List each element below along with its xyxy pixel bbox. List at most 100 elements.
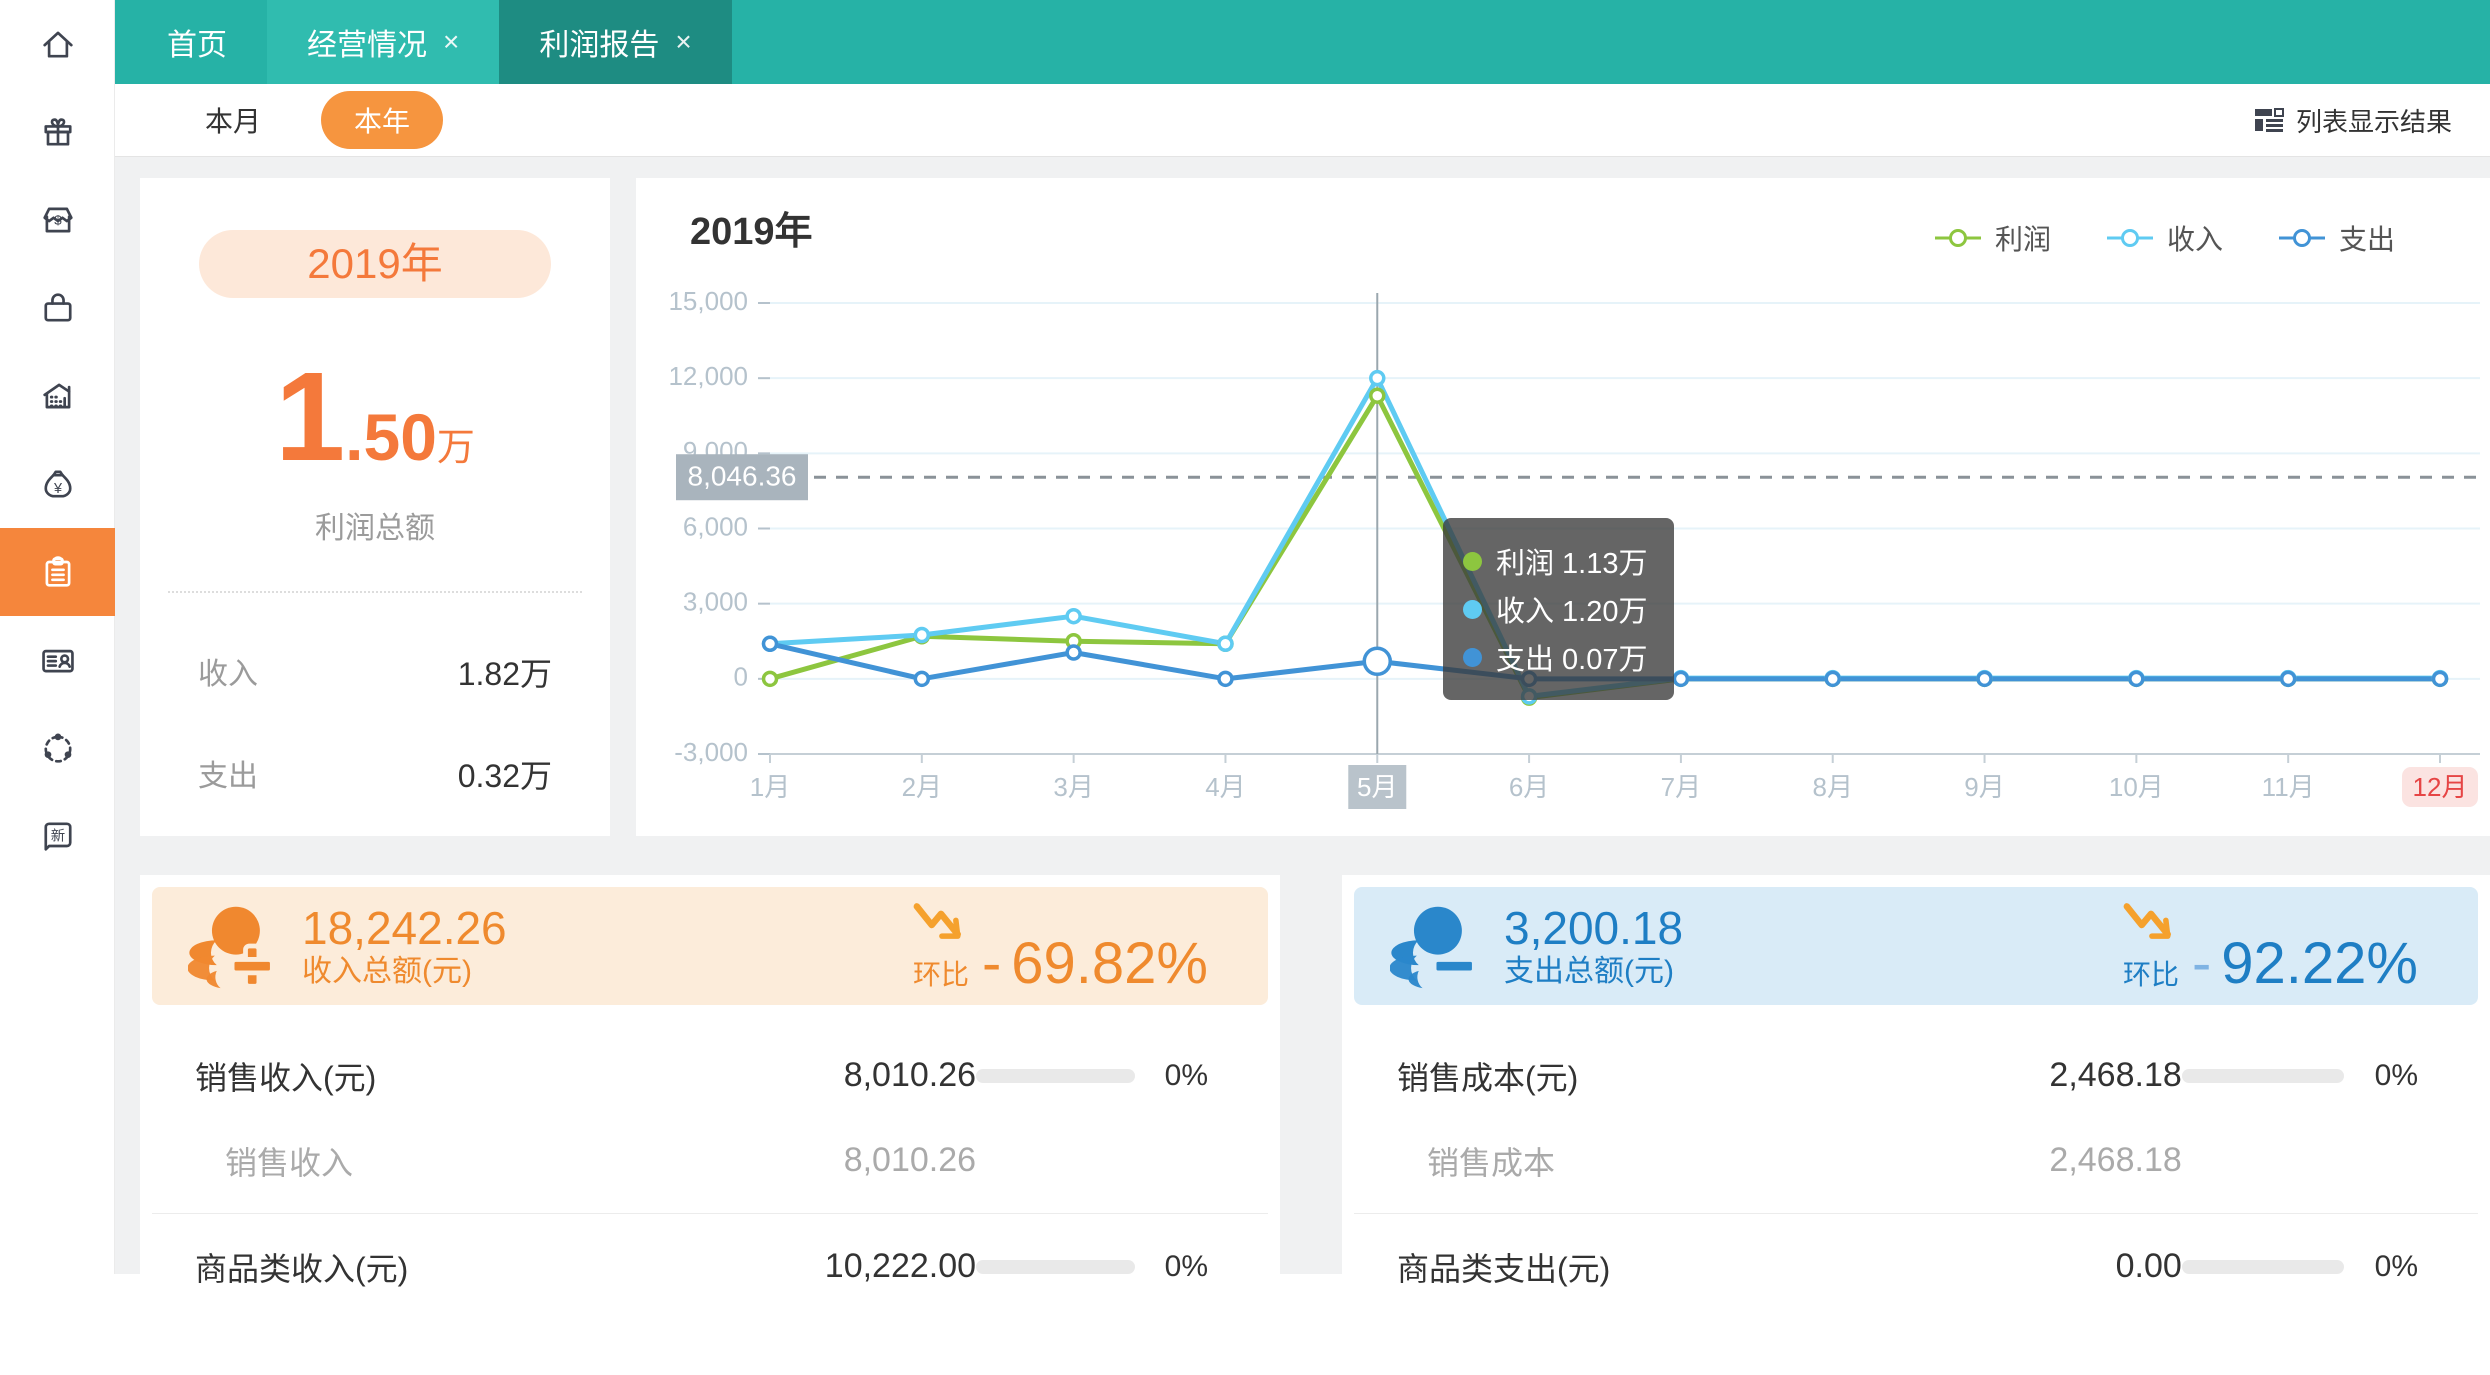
- summary-row-label: 支出: [198, 751, 258, 797]
- detail-row-label: 销售收入(元): [195, 1053, 775, 1099]
- summary-row-value: 0.32万: [458, 751, 552, 797]
- filter-year-button[interactable]: 本年: [321, 91, 443, 149]
- svg-text:11月: 11月: [2262, 772, 2315, 802]
- sidebar-item-bag[interactable]: [0, 264, 115, 352]
- tab-label: 利润报告: [539, 20, 659, 64]
- expense-total-value: 3,200.18: [1504, 902, 1683, 955]
- store-dollar-icon: $: [38, 200, 78, 240]
- list-view-icon: [2254, 106, 2284, 134]
- ratio-label: 环比: [2123, 953, 2179, 993]
- tooltip-row: 收入 1.20万: [1463, 588, 1648, 630]
- expense-total-label: 支出总额(元): [1504, 955, 1683, 990]
- series-dot-icon: [1463, 600, 1482, 619]
- detail-row-value: 2,468.18: [1977, 1141, 2182, 1180]
- sidebar-item-contact-card[interactable]: [0, 616, 115, 704]
- sub-header: 本月 本年 列表显示结果: [115, 84, 2490, 157]
- profit-total-amount: 1.50万: [140, 344, 610, 489]
- tab-close-icon[interactable]: ×: [443, 26, 459, 58]
- divider: [1354, 1213, 2478, 1214]
- divider: [168, 591, 582, 593]
- svg-text:6月: 6月: [1509, 772, 1549, 802]
- sidebar: $ ¥ 新: [0, 0, 115, 1274]
- svg-text:10月: 10月: [2109, 772, 2164, 802]
- tooltip-text: 支出 0.07万: [1496, 636, 1648, 678]
- tooltip-row: 利润 1.13万: [1463, 540, 1648, 582]
- sidebar-item-new-badge[interactable]: 新: [0, 792, 115, 880]
- summary-row-value: 1.82万: [458, 649, 552, 695]
- sidebar-item-gift[interactable]: [0, 88, 115, 176]
- svg-text:6,000: 6,000: [683, 511, 748, 541]
- new-badge-icon: 新: [38, 816, 78, 856]
- detail-row-value: 8,010.26: [775, 1056, 976, 1095]
- svg-text:新: 新: [50, 827, 64, 844]
- tab-经营情况[interactable]: 经营情况×: [267, 0, 499, 84]
- svg-text:8,046.36: 8,046.36: [688, 461, 797, 492]
- summary-row: 支出 0.32万: [140, 751, 610, 797]
- detail-row-value: 2,468.18: [1977, 1056, 2182, 1095]
- sidebar-item-clipboard-report[interactable]: [0, 528, 115, 616]
- detail-row-label: 销售成本(元): [1397, 1053, 1977, 1099]
- svg-text:7月: 7月: [1661, 772, 1701, 802]
- svg-text:0: 0: [734, 662, 748, 692]
- tab-利润报告[interactable]: 利润报告 ×: [499, 0, 731, 84]
- svg-text:9月: 9月: [1964, 772, 2004, 802]
- expense-total-band: 3,200.18 支出总额(元) 环比 - 92.22%: [1354, 887, 2478, 1005]
- home-icon: [38, 24, 78, 64]
- moneybag-icon: ¥: [38, 464, 78, 504]
- progress-bar: [2182, 1069, 2344, 1083]
- summary-rows: 收入 1.82万支出 0.32万: [140, 649, 610, 797]
- detail-row-percent: 0%: [1135, 1059, 1208, 1093]
- coins-minus-icon: [1390, 900, 1482, 992]
- tab-label: 首页: [167, 20, 227, 64]
- svg-text:4月: 4月: [1205, 772, 1245, 802]
- list-view-toggle[interactable]: 列表显示结果: [2254, 102, 2452, 139]
- progress-bar: [976, 1069, 1135, 1083]
- chart-tooltip: 利润 1.13万收入 1.20万支出 0.07万: [1443, 518, 1674, 700]
- year-badge: 2019年: [199, 230, 551, 298]
- tooltip-row: 支出 0.07万: [1463, 636, 1648, 678]
- coins-plus-icon: [188, 900, 280, 992]
- svg-text:8月: 8月: [1812, 772, 1852, 802]
- income-total-band: 18,242.26 收入总额(元) 环比 - 69.82%: [152, 887, 1268, 1005]
- summary-row-label: 收入: [198, 649, 258, 695]
- tab-bar: 首页经营情况× 利润报告 ×: [115, 0, 2490, 84]
- sidebar-item-store-dollar[interactable]: $: [0, 176, 115, 264]
- income-total-label: 收入总额(元): [302, 955, 507, 990]
- detail-row: 销售成本(元)2,468.18 0%: [1342, 1033, 2490, 1118]
- detail-row-percent: 0%: [2344, 1250, 2418, 1284]
- progress-bar: [2182, 1260, 2344, 1274]
- sidebar-item-home[interactable]: [0, 0, 115, 88]
- detail-row-value: 8,010.26: [775, 1141, 976, 1180]
- detail-row-label: 销售成本: [1397, 1138, 1977, 1184]
- tab-close-icon[interactable]: ×: [675, 26, 691, 58]
- sidebar-item-share-network[interactable]: [0, 704, 115, 792]
- clipboard-report-icon: [38, 552, 78, 592]
- svg-text:15,000: 15,000: [668, 286, 748, 316]
- svg-text:-3,000: -3,000: [674, 737, 748, 767]
- svg-text:3月: 3月: [1053, 772, 1093, 802]
- tab-首页[interactable]: 首页: [127, 0, 267, 84]
- detail-row-value: 10,222.00: [775, 1247, 976, 1286]
- profit-unit: 万: [437, 427, 475, 469]
- expense-detail-card: 3,200.18 支出总额(元) 环比 - 92.22% 销售成本(元)2,46…: [1342, 875, 2490, 1375]
- sidebar-item-moneybag[interactable]: ¥: [0, 440, 115, 528]
- filter-month-button[interactable]: 本月: [205, 100, 261, 140]
- svg-text:¥: ¥: [52, 481, 62, 497]
- income-detail-card: 18,242.26 收入总额(元) 环比 - 69.82% 销售收入(元)8,0…: [140, 875, 1280, 1375]
- sidebar-item-warehouse[interactable]: [0, 352, 115, 440]
- income-ratio-value: 69.82%: [1011, 935, 1208, 993]
- svg-text:12,000: 12,000: [668, 361, 748, 391]
- expense-ratio-value: 92.22%: [2221, 935, 2418, 993]
- detail-row-percent: 0%: [2344, 1059, 2418, 1093]
- ratio-label: 环比: [913, 953, 969, 993]
- series-dot-icon: [1463, 552, 1482, 571]
- detail-row-label: 销售收入: [195, 1138, 775, 1184]
